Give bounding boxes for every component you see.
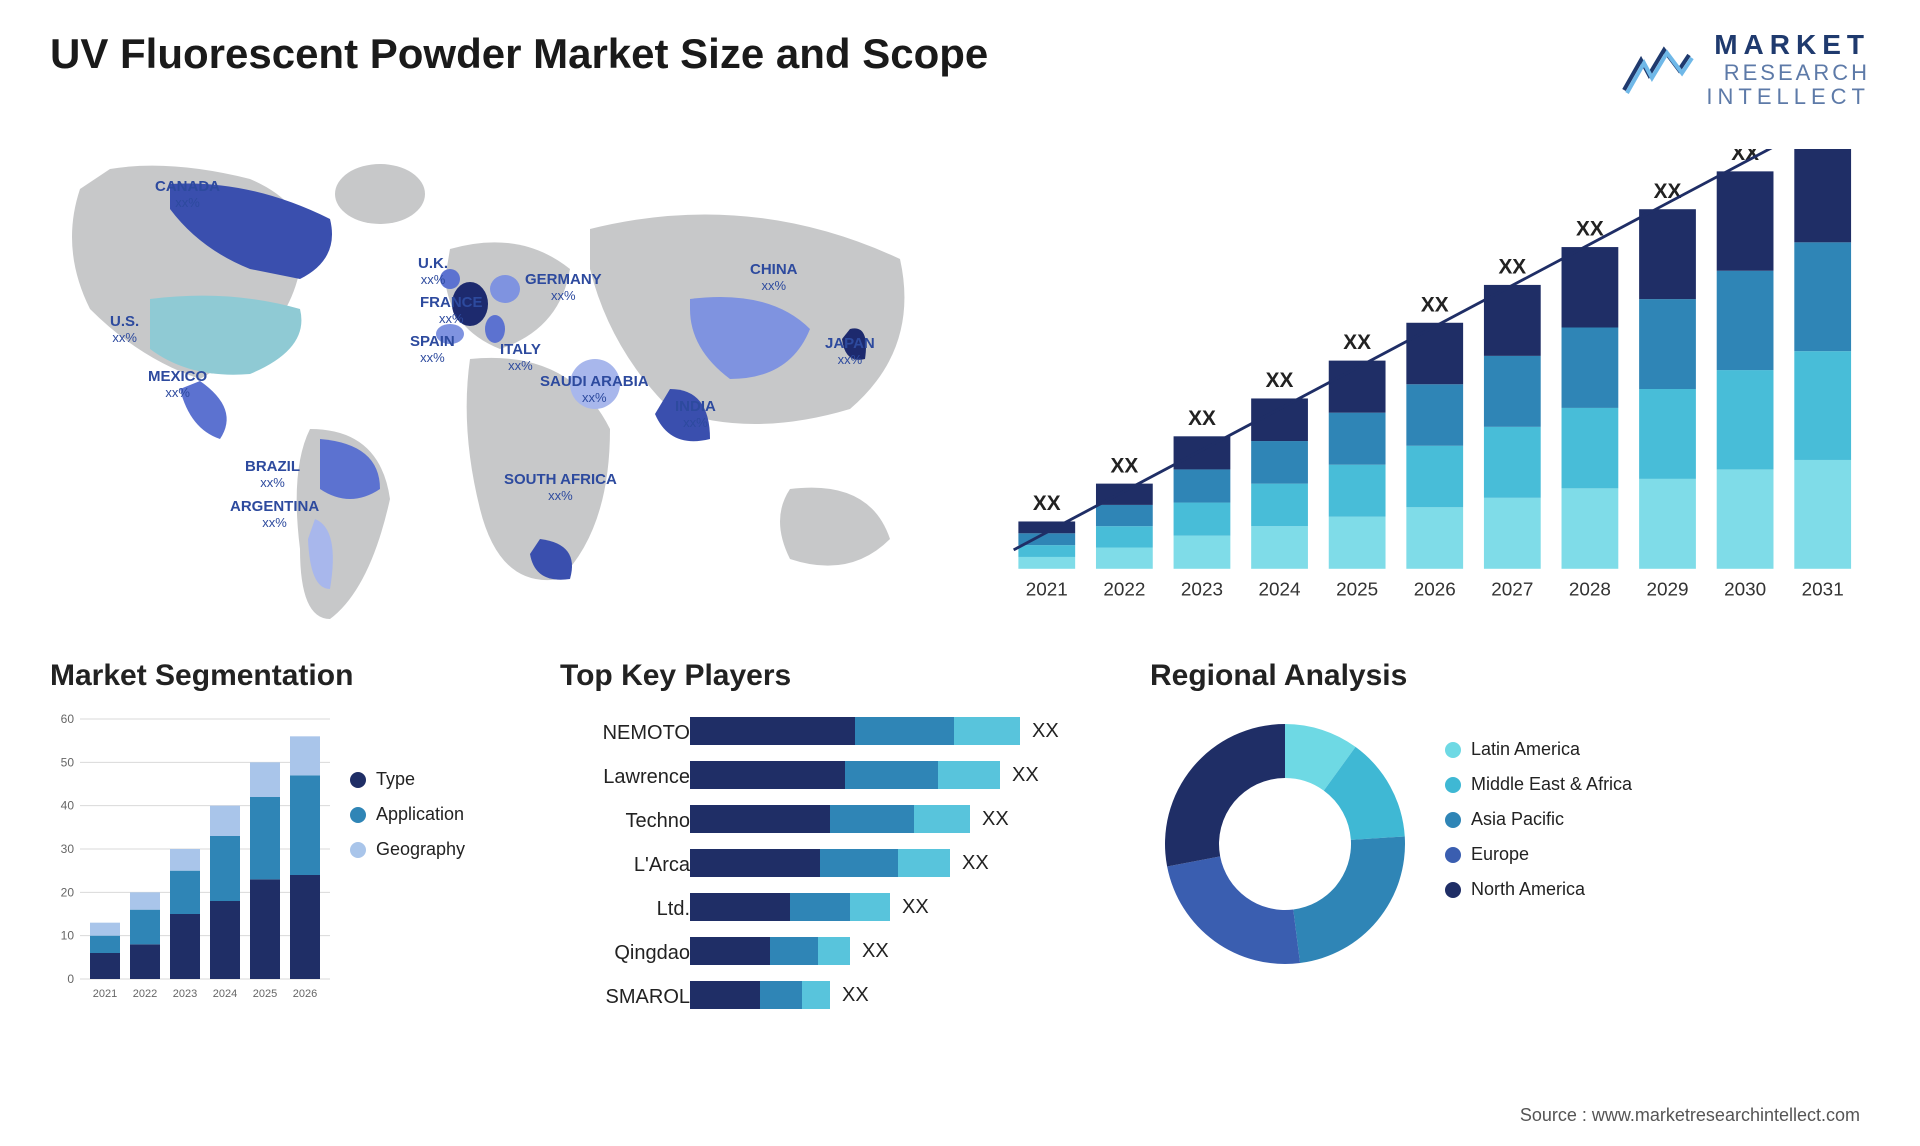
source-text: Source : www.marketresearchintellect.com (1520, 1105, 1860, 1126)
segmentation-legend: Type Application Geography (350, 709, 465, 1014)
svg-text:2026: 2026 (1414, 579, 1456, 600)
player-name: NEMOTO (560, 711, 690, 755)
world-map-panel: CANADAxx% U.S.xx% MEXICOxx% BRAZILxx% ARGENT… (50, 149, 950, 629)
svg-text:2029: 2029 (1646, 579, 1688, 600)
player-name: L'Arca (560, 843, 690, 887)
map-label-argentina: ARGENTINAxx% (230, 499, 319, 530)
map-label-southafrica: SOUTH AFRICAxx% (504, 472, 617, 503)
svg-text:XX: XX (1110, 454, 1138, 477)
regional-legend-item: Middle East & Africa (1445, 774, 1632, 795)
svg-text:XX: XX (1033, 492, 1061, 515)
svg-text:40: 40 (61, 799, 75, 813)
svg-text:XX: XX (1343, 331, 1371, 354)
svg-text:2025: 2025 (1336, 579, 1378, 600)
svg-text:2028: 2028 (1569, 579, 1611, 600)
map-label-uk: U.K.xx% (418, 256, 448, 287)
svg-text:XX: XX (1188, 407, 1216, 430)
regional-legend-item: Asia Pacific (1445, 809, 1632, 830)
segmentation-chart: 0 10 20 30 40 50 60 2021 2022 2023 2024 2025 2026 (50, 709, 330, 1009)
player-name: Qingdao (560, 931, 690, 975)
map-label-canada: CANADAxx% (155, 179, 220, 210)
logo-line2: RESEARCH (1706, 61, 1870, 85)
svg-text:XX: XX (1421, 294, 1449, 317)
seg-legend-item: Geography (350, 839, 465, 860)
svg-text:XX: XX (1266, 369, 1294, 392)
brand-logo: MARKET RESEARCH INTELLECT (1619, 30, 1870, 109)
seg-legend-item: Application (350, 804, 465, 825)
svg-text:2022: 2022 (1103, 579, 1145, 600)
regional-legend-item: North America (1445, 879, 1632, 900)
players-name-list: NEMOTOLawrenceTechnoL'ArcaLtd.QingdaoSMA… (560, 709, 690, 1019)
segmentation-title: Market Segmentation (50, 659, 465, 693)
players-title: Top Key Players (560, 659, 1120, 693)
regional-title: Regional Analysis (1150, 659, 1710, 693)
svg-text:2026: 2026 (293, 988, 317, 1000)
player-row: XX (690, 973, 1120, 1017)
map-label-india: INDIAxx% (675, 399, 716, 430)
regional-donut (1150, 709, 1420, 979)
map-label-spain: SPAINxx% (410, 334, 455, 365)
svg-text:10: 10 (61, 929, 75, 943)
map-label-japan: JAPANxx% (825, 336, 875, 367)
svg-text:2027: 2027 (1491, 579, 1533, 600)
regional-panel: Regional Analysis Latin America Middle Ea… (1150, 659, 1710, 1019)
player-row: XX (690, 709, 1120, 753)
svg-text:0: 0 (67, 972, 74, 986)
player-row: XX (690, 841, 1120, 885)
map-label-italy: ITALYxx% (500, 342, 541, 373)
map-label-us: U.S.xx% (110, 314, 139, 345)
regional-legend-item: Latin America (1445, 739, 1632, 760)
map-label-brazil: BRAZILxx% (245, 459, 300, 490)
player-row: XX (690, 885, 1120, 929)
svg-text:XX: XX (1576, 218, 1604, 241)
svg-text:2024: 2024 (213, 988, 237, 1000)
svg-text:30: 30 (61, 842, 75, 856)
player-name: Ltd. (560, 887, 690, 931)
regional-legend-item: Europe (1445, 844, 1632, 865)
regional-legend: Latin America Middle East & Africa Asia Pa… (1445, 709, 1632, 984)
trend-bar-chart: 2021 XX 2022 XX 2023 XX 2024 XX 2025 XX 2026 XX 2027… (990, 149, 1870, 629)
player-row: XX (690, 929, 1120, 973)
logo-line3: INTELLECT (1706, 85, 1870, 109)
svg-text:XX: XX (1498, 256, 1526, 279)
svg-text:60: 60 (61, 712, 75, 726)
svg-text:2021: 2021 (93, 988, 117, 1000)
svg-text:2024: 2024 (1259, 579, 1301, 600)
svg-text:2023: 2023 (173, 988, 197, 1000)
seg-legend-item: Type (350, 769, 465, 790)
logo-icon (1619, 40, 1694, 100)
svg-text:2031: 2031 (1802, 579, 1844, 600)
svg-text:2022: 2022 (133, 988, 157, 1000)
svg-text:50: 50 (61, 756, 75, 770)
player-name: SMAROL (560, 975, 690, 1019)
segmentation-panel: Market Segmentation 0 10 20 30 40 50 60 2021 202… (50, 659, 530, 1019)
svg-text:2023: 2023 (1181, 579, 1223, 600)
map-label-france: FRANCExx% (420, 295, 483, 326)
player-name: Lawrence (560, 755, 690, 799)
players-panel: Top Key Players NEMOTOLawrenceTechnoL'Ar… (560, 659, 1120, 1019)
player-row: XX (690, 797, 1120, 841)
map-label-saudiarabia: SAUDI ARABIAxx% (540, 374, 649, 405)
svg-text:20: 20 (61, 886, 75, 900)
player-row: XX (690, 753, 1120, 797)
map-label-china: CHINAxx% (750, 262, 798, 293)
map-label-mexico: MEXICOxx% (148, 369, 207, 400)
page-title: UV Fluorescent Powder Market Size and Sc… (50, 30, 988, 78)
player-name: Techno (560, 799, 690, 843)
svg-text:2025: 2025 (253, 988, 277, 1000)
logo-line1: MARKET (1706, 30, 1870, 61)
players-bar-list: XXXXXXXXXXXXXX (690, 709, 1120, 1019)
trend-chart-panel: 2021 XX 2022 XX 2023 XX 2024 XX 2025 XX 2026 XX 2027… (990, 149, 1870, 629)
svg-text:2021: 2021 (1026, 579, 1068, 600)
map-label-germany: GERMANYxx% (525, 272, 602, 303)
svg-text:2030: 2030 (1724, 579, 1766, 600)
